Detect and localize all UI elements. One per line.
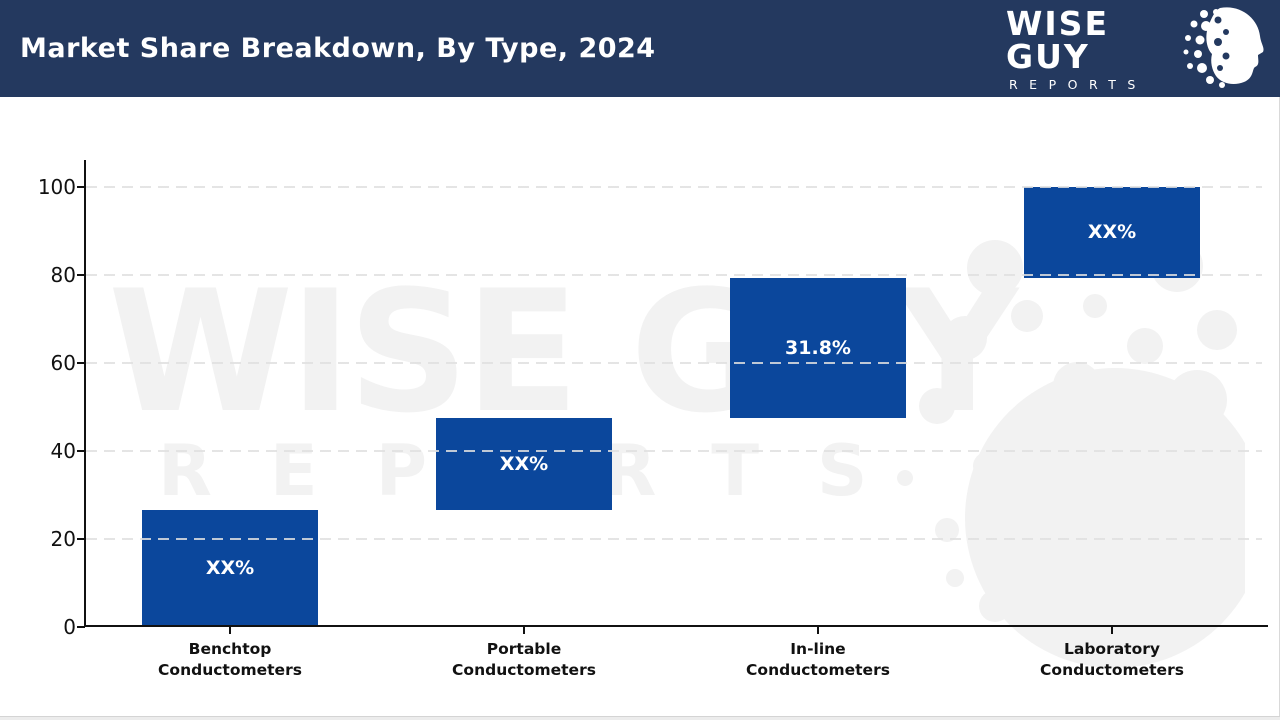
x-category-label: In-line Conductometers bbox=[746, 640, 890, 679]
bar-benchtop: XX% bbox=[142, 509, 318, 627]
x-category-label: Benchtop Conductometers bbox=[158, 640, 302, 679]
bar-in-line: 31.8% bbox=[730, 278, 906, 418]
header-bar: Market Share Breakdown, By Type, 2024 WI… bbox=[0, 0, 1280, 97]
chart-title: Market Share Breakdown, By Type, 2024 bbox=[20, 33, 656, 64]
y-tick-label-20: 20 bbox=[50, 527, 76, 551]
x-tick-mark bbox=[523, 627, 525, 634]
y-tick-label-100: 100 bbox=[37, 175, 76, 199]
brand-subname: REPORTS bbox=[1009, 76, 1147, 92]
y-tick-label-0: 0 bbox=[63, 615, 76, 639]
y-tick-mark-80 bbox=[77, 274, 85, 276]
gridline-100 bbox=[86, 186, 1262, 188]
y-tick-label-60: 60 bbox=[50, 351, 76, 375]
bar-value-label: XX% bbox=[499, 452, 549, 475]
x-tick-mark bbox=[817, 627, 819, 634]
bottom-strip bbox=[0, 717, 1280, 720]
bar-value-label: 31.8% bbox=[785, 337, 851, 360]
x-category-label: Laboratory Conductometers bbox=[1040, 640, 1184, 679]
y-tick-mark-100 bbox=[77, 186, 85, 188]
y-tick-label-40: 40 bbox=[50, 439, 76, 463]
bar-portable: XX% bbox=[436, 418, 612, 510]
brand-name: WISE GUY bbox=[1006, 3, 1109, 76]
x-axis-line bbox=[84, 625, 1268, 627]
bar-value-label: XX% bbox=[205, 557, 255, 580]
brand-logo: WISE GUY REPORTS bbox=[1006, 6, 1266, 92]
x-tick-mark bbox=[1111, 627, 1113, 634]
gridline-20 bbox=[86, 538, 1262, 540]
gridline-80 bbox=[86, 274, 1262, 276]
y-tick-mark-20 bbox=[77, 538, 85, 540]
brand-logo-text: WISE GUY REPORTS bbox=[1006, 7, 1188, 92]
y-tick-mark-60 bbox=[77, 362, 85, 364]
gridline-40 bbox=[86, 450, 1262, 452]
y-tick-mark-40 bbox=[77, 450, 85, 452]
gridline-60 bbox=[86, 362, 1262, 364]
watermark-head-dots bbox=[845, 148, 1265, 672]
x-tick-mark bbox=[229, 627, 231, 634]
head-profile-dots-icon bbox=[1174, 4, 1266, 94]
bottom-rule bbox=[0, 716, 1280, 717]
y-tick-label-80: 80 bbox=[50, 263, 76, 287]
bar-laboratory: XX% bbox=[1024, 187, 1200, 278]
x-category-label: Portable Conductometers bbox=[452, 640, 596, 679]
y-tick-mark-0 bbox=[77, 626, 85, 628]
bar-value-label: XX% bbox=[1087, 221, 1137, 244]
y-axis-line bbox=[84, 160, 86, 627]
